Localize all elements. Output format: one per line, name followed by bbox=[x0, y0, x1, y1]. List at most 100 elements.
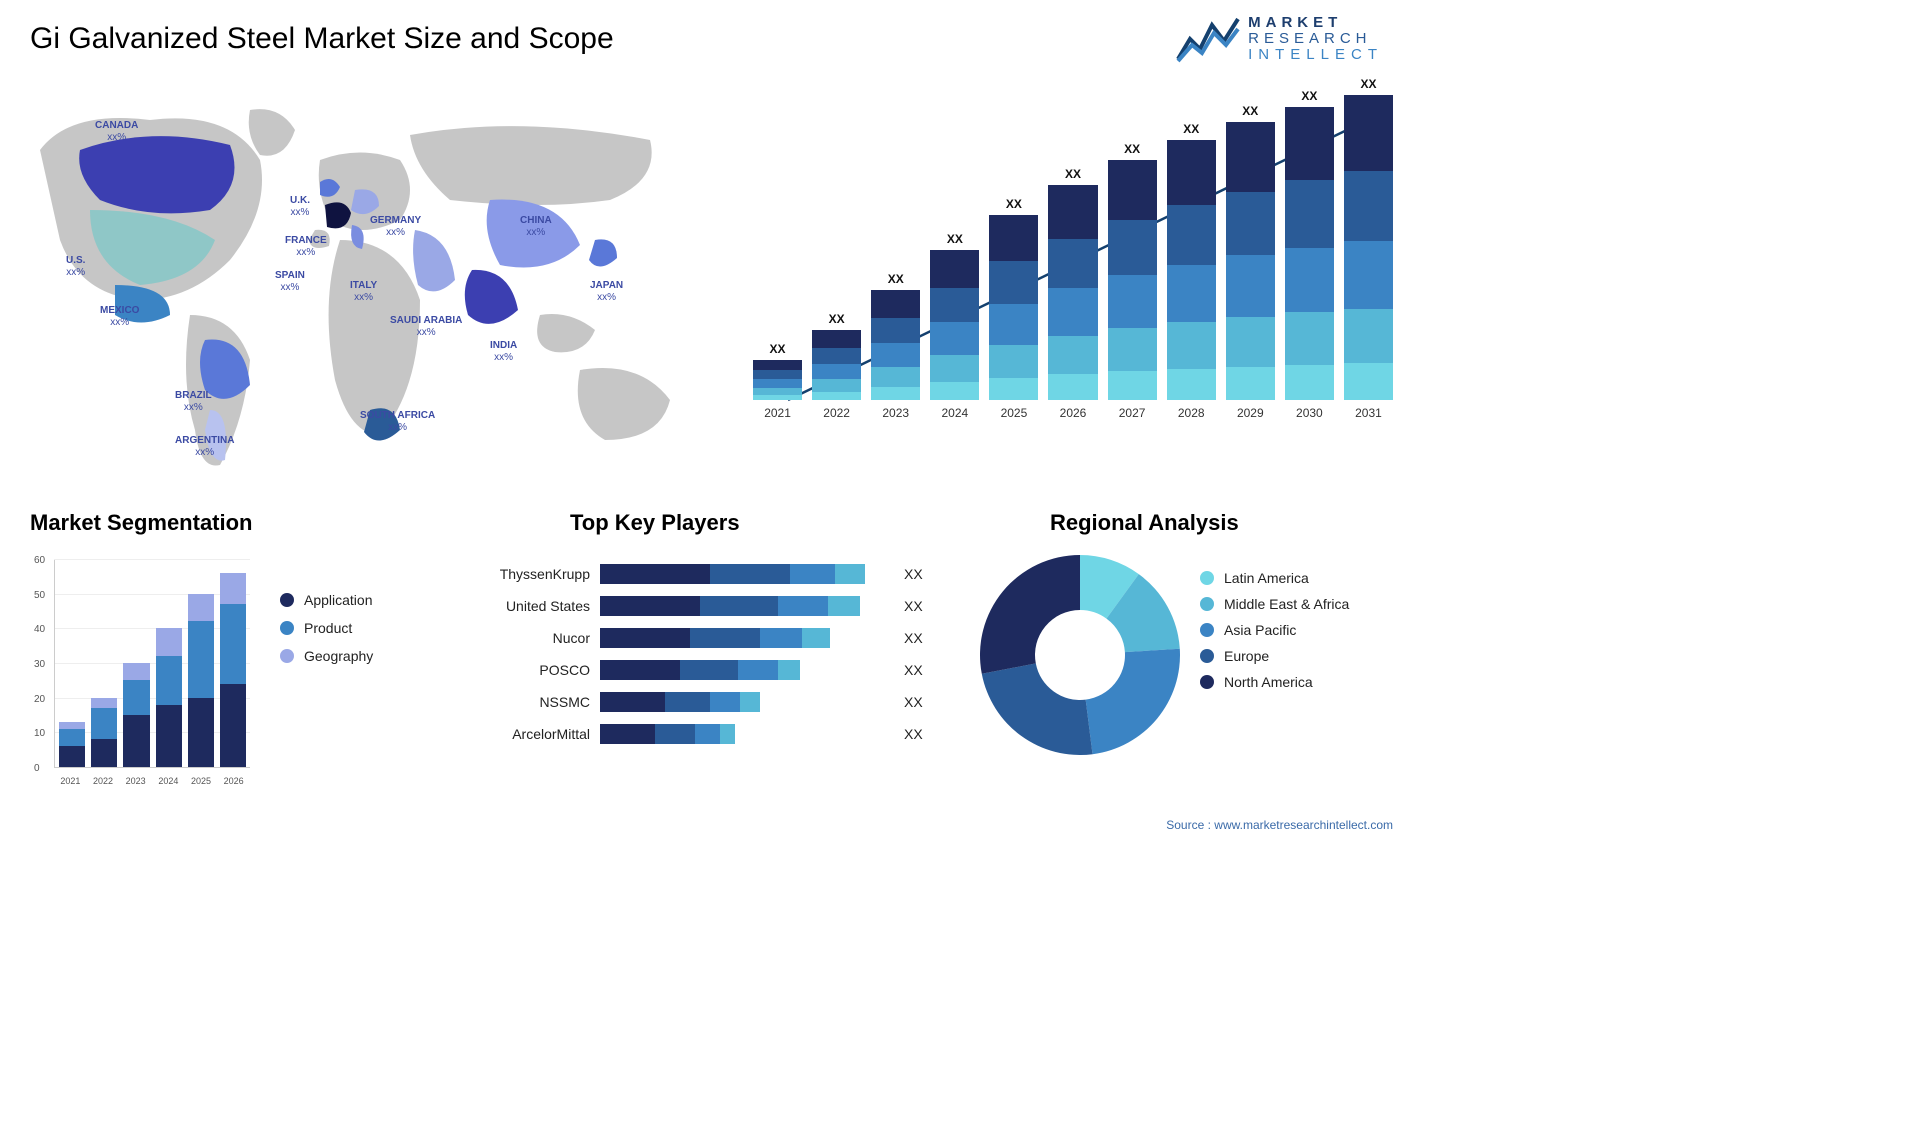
seg-segment bbox=[220, 573, 246, 604]
seg-ytick: 0 bbox=[34, 763, 40, 774]
map-label-canada: CANADAxx% bbox=[95, 120, 138, 144]
player-segment bbox=[710, 564, 790, 584]
legend-label: Latin America bbox=[1224, 570, 1309, 586]
legend-label: Asia Pacific bbox=[1224, 622, 1296, 638]
growth-segment bbox=[1344, 171, 1393, 241]
map-label-spain: SPAINxx% bbox=[275, 270, 305, 294]
growth-segment bbox=[989, 345, 1038, 378]
growth-segment bbox=[753, 388, 802, 395]
brand-logo: MARKET RESEARCH INTELLECT bbox=[1176, 15, 1383, 63]
player-name: ThyssenKrupp bbox=[470, 566, 600, 582]
seg-col-2026 bbox=[220, 573, 246, 767]
seg-segment bbox=[220, 684, 246, 767]
growth-segment bbox=[989, 378, 1038, 400]
growth-segment bbox=[1048, 374, 1097, 400]
growth-year-label: 2022 bbox=[823, 406, 850, 420]
seg-xtick: 2021 bbox=[60, 776, 80, 786]
growth-segment bbox=[1048, 288, 1097, 335]
source-text: Source : www.marketresearchintellect.com bbox=[1166, 818, 1393, 832]
map-label-italy: ITALYxx% bbox=[350, 280, 377, 304]
logo-line1: MARKET bbox=[1248, 15, 1383, 31]
player-name: NSSMC bbox=[470, 694, 600, 710]
seg-legend-item: Application bbox=[280, 592, 373, 608]
regional-donut bbox=[980, 555, 1180, 755]
growth-segment bbox=[989, 261, 1038, 304]
legend-swatch-icon bbox=[1200, 623, 1214, 637]
donut-legend-item: Europe bbox=[1200, 648, 1349, 664]
growth-year-label: 2023 bbox=[882, 406, 909, 420]
player-bar bbox=[600, 724, 896, 744]
player-value-label: XX bbox=[896, 630, 930, 646]
growth-segment bbox=[753, 395, 802, 400]
seg-segment bbox=[91, 698, 117, 708]
growth-col-2030: XX2030 bbox=[1285, 89, 1334, 420]
legend-label: Europe bbox=[1224, 648, 1269, 664]
growth-segment bbox=[1048, 239, 1097, 288]
growth-col-2029: XX2029 bbox=[1226, 104, 1275, 420]
growth-year-label: 2026 bbox=[1060, 406, 1087, 420]
growth-col-2022: XX2022 bbox=[812, 312, 861, 420]
seg-segment bbox=[156, 656, 182, 705]
donut-legend-item: Asia Pacific bbox=[1200, 622, 1349, 638]
seg-xtick: 2023 bbox=[126, 776, 146, 786]
growth-segment bbox=[1344, 309, 1393, 364]
growth-value-label: XX bbox=[1065, 167, 1081, 181]
seg-ytick: 20 bbox=[34, 694, 45, 705]
map-label-saudi-arabia: SAUDI ARABIAxx% bbox=[390, 315, 462, 339]
growth-value-label: XX bbox=[770, 342, 786, 356]
growth-segment bbox=[1167, 369, 1216, 400]
seg-segment bbox=[59, 746, 85, 767]
growth-value-label: XX bbox=[888, 272, 904, 286]
player-bar bbox=[600, 596, 896, 616]
growth-segment bbox=[1108, 371, 1157, 400]
growth-segment bbox=[1048, 336, 1097, 375]
growth-value-label: XX bbox=[1006, 197, 1022, 211]
seg-segment bbox=[91, 739, 117, 767]
seg-segment bbox=[188, 698, 214, 767]
player-segment bbox=[835, 564, 865, 584]
legend-swatch-icon bbox=[280, 649, 294, 663]
player-bar bbox=[600, 692, 896, 712]
player-value-label: XX bbox=[896, 694, 930, 710]
seg-col-2023 bbox=[123, 663, 149, 767]
legend-label: Geography bbox=[304, 648, 373, 664]
growth-segment bbox=[1108, 328, 1157, 371]
growth-segment bbox=[1226, 122, 1275, 192]
growth-segment bbox=[1285, 312, 1334, 365]
legend-label: Product bbox=[304, 620, 352, 636]
seg-col-2025 bbox=[188, 594, 214, 767]
growth-segment bbox=[1285, 248, 1334, 312]
growth-col-2025: XX2025 bbox=[989, 197, 1038, 420]
seg-segment bbox=[188, 594, 214, 622]
seg-segment bbox=[59, 729, 85, 746]
growth-segment bbox=[871, 290, 920, 318]
growth-segment bbox=[1344, 363, 1393, 400]
seg-ytick: 40 bbox=[34, 624, 45, 635]
growth-segment bbox=[1285, 180, 1334, 247]
seg-segment bbox=[91, 708, 117, 739]
growth-segment bbox=[1167, 322, 1216, 369]
growth-segment bbox=[1167, 265, 1216, 322]
world-map: CANADAxx%U.S.xx%MEXICOxx%BRAZILxx%ARGENT… bbox=[20, 90, 700, 480]
growth-segment bbox=[871, 387, 920, 400]
growth-value-label: XX bbox=[1360, 77, 1376, 91]
player-row: ArcelorMittalXX bbox=[470, 721, 930, 747]
seg-legend-item: Product bbox=[280, 620, 373, 636]
growth-segment bbox=[989, 215, 1038, 261]
page-title: Gi Galvanized Steel Market Size and Scop… bbox=[30, 22, 614, 56]
growth-segment bbox=[812, 348, 861, 364]
growth-segment bbox=[1226, 317, 1275, 367]
growth-segment bbox=[812, 392, 861, 400]
growth-value-label: XX bbox=[947, 232, 963, 246]
seg-segment bbox=[123, 715, 149, 767]
seg-segment bbox=[123, 663, 149, 680]
legend-swatch-icon bbox=[1200, 649, 1214, 663]
player-row: POSCOXX bbox=[470, 657, 930, 683]
growth-col-2024: XX2024 bbox=[930, 232, 979, 420]
seg-segment bbox=[123, 680, 149, 715]
seg-ytick: 10 bbox=[34, 728, 45, 739]
growth-segment bbox=[871, 343, 920, 367]
seg-legend-item: Geography bbox=[280, 648, 373, 664]
player-segment bbox=[695, 724, 720, 744]
player-segment bbox=[655, 724, 695, 744]
